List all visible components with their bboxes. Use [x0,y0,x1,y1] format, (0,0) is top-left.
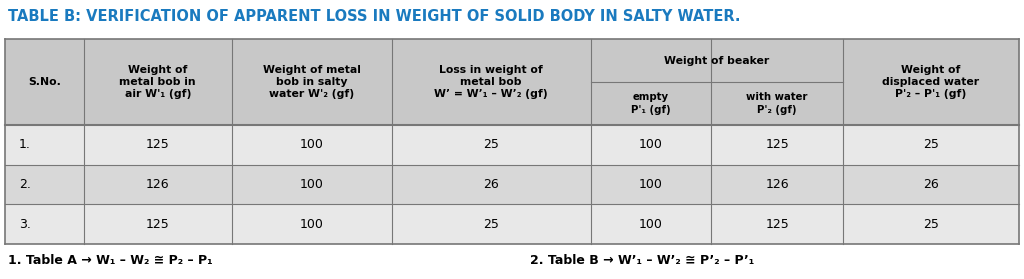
Text: 1.: 1. [18,138,31,151]
Text: Weight of
metal bob in
air W'₁ (gf): Weight of metal bob in air W'₁ (gf) [120,65,197,99]
Text: 126: 126 [146,178,170,191]
Text: empty
P'₁ (gf): empty P'₁ (gf) [631,92,671,115]
Text: S.No.: S.No. [28,77,60,87]
Text: Weight of
displaced water
P'₂ – P'₁ (gf): Weight of displaced water P'₂ – P'₁ (gf) [883,65,980,99]
Text: 125: 125 [145,218,170,231]
Text: 26: 26 [483,178,499,191]
Text: 2. Table B → W’₁ – W’₂ ≅ P’₂ – P’₁: 2. Table B → W’₁ – W’₂ ≅ P’₂ – P’₁ [530,254,755,268]
Bar [5,204,1019,244]
Text: 25: 25 [483,218,499,231]
Text: 100: 100 [300,218,324,231]
Text: Weight of metal
bob in salty
water W'₂ (gf): Weight of metal bob in salty water W'₂ (… [263,65,360,99]
Text: 100: 100 [639,138,663,151]
Text: TABLE B: VERIFICATION OF APPARENT LOSS IN WEIGHT OF SOLID BODY IN SALTY WATER.: TABLE B: VERIFICATION OF APPARENT LOSS I… [8,9,740,24]
Text: 100: 100 [300,138,324,151]
Text: 2.: 2. [18,178,31,191]
Text: 26: 26 [924,178,939,191]
Text: 3.: 3. [18,218,31,231]
Text: 100: 100 [300,178,324,191]
Text: 126: 126 [765,178,788,191]
Text: 25: 25 [923,218,939,231]
Bar [5,39,1019,244]
Text: 1. Table A → W₁ – W₂ ≅ P₂ – P₁: 1. Table A → W₁ – W₂ ≅ P₂ – P₁ [8,254,213,268]
Text: Weight of beaker: Weight of beaker [665,56,769,66]
Bar [5,39,1019,125]
Text: 100: 100 [639,178,663,191]
Text: Loss in weight of
metal bob
W’ = W’₁ – W’₂ (gf): Loss in weight of metal bob W’ = W’₁ – W… [434,65,548,99]
Text: 125: 125 [145,138,170,151]
Bar [5,165,1019,204]
Text: 100: 100 [639,218,663,231]
Text: 25: 25 [483,138,499,151]
Text: 25: 25 [923,138,939,151]
Bar [5,125,1019,165]
Text: with water
P'₂ (gf): with water P'₂ (gf) [746,92,808,115]
Text: 125: 125 [765,138,788,151]
Text: 125: 125 [765,218,788,231]
